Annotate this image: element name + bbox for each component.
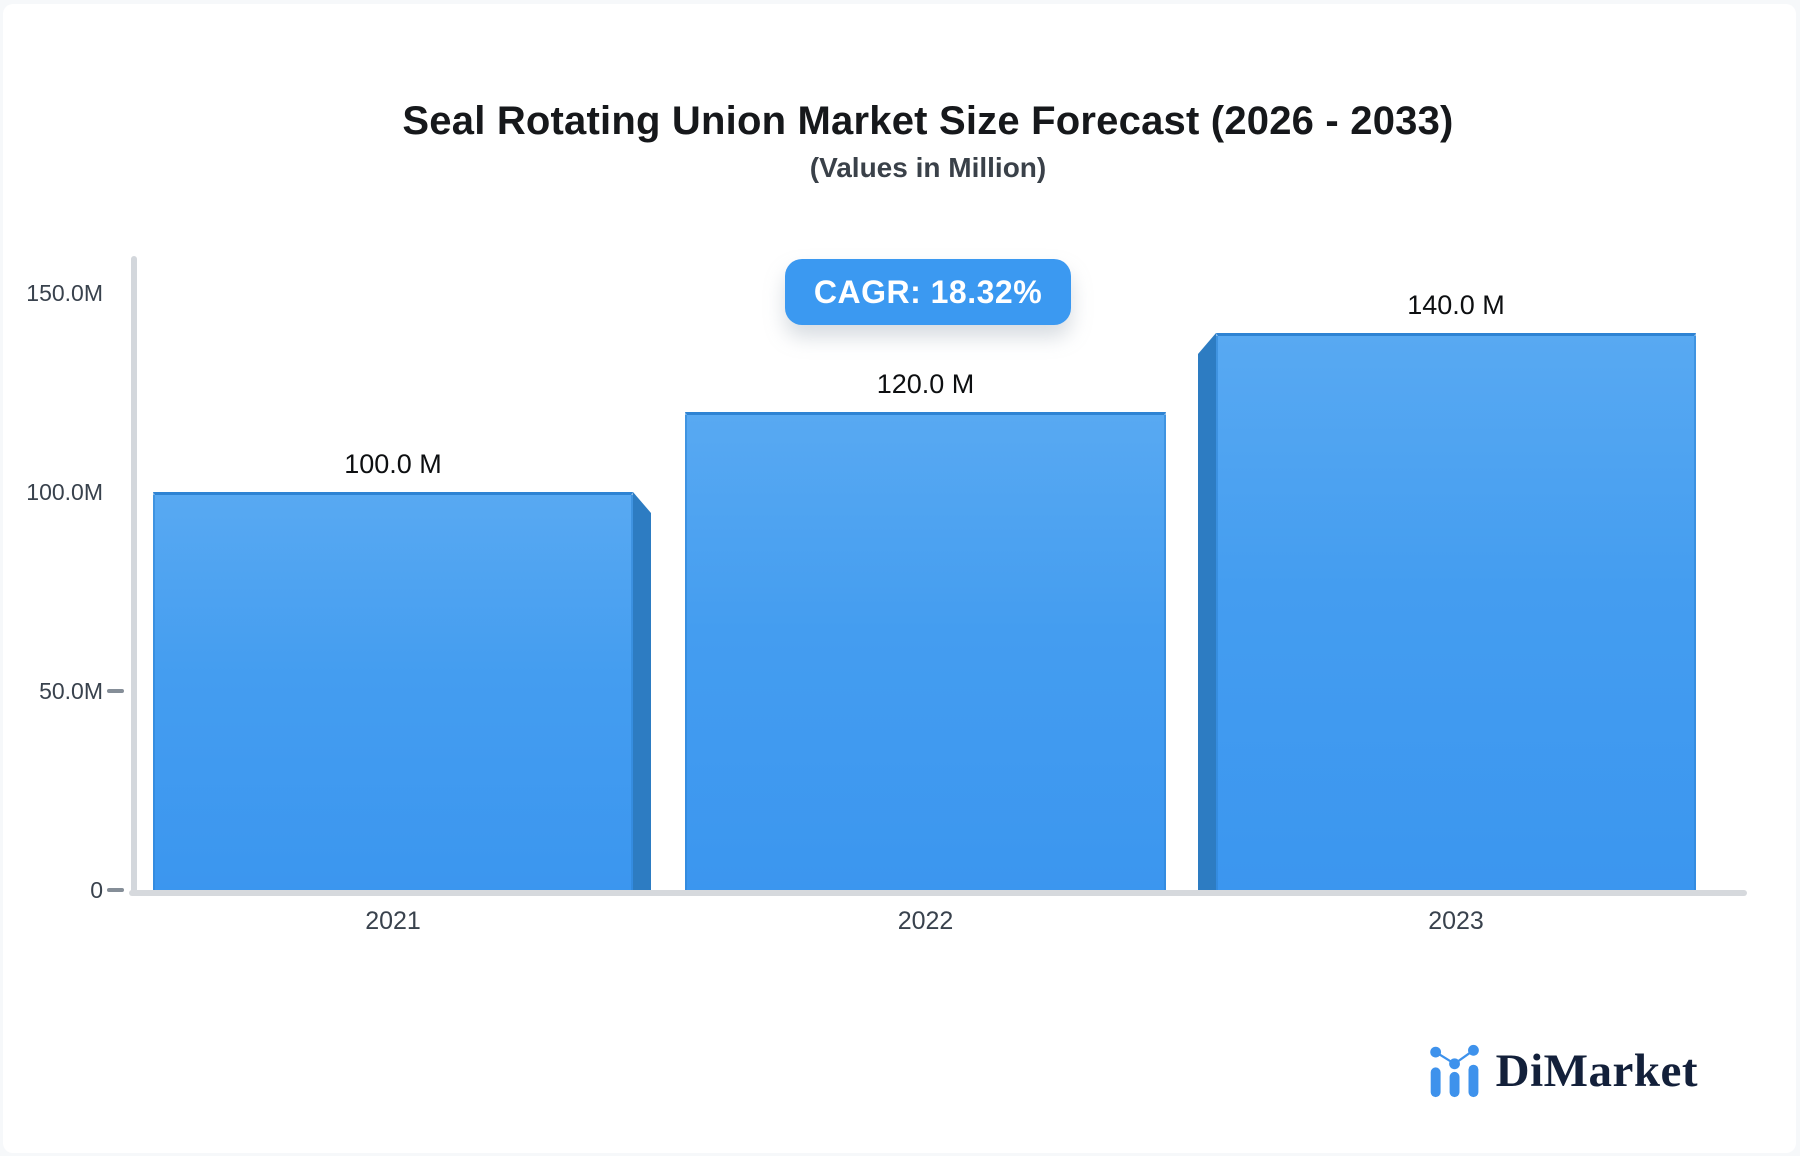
bar-value-label: 120.0 M bbox=[876, 369, 975, 399]
chart-subtitle: (Values in Million) bbox=[809, 152, 1047, 183]
x-tick-label-2022: 2022 bbox=[897, 907, 954, 935]
x-tick-label-2021: 2021 bbox=[365, 907, 421, 935]
y-tick-label-50: 50.0M bbox=[39, 678, 103, 704]
chart-card: Seal Rotating Union Market Size Forecast… bbox=[3, 4, 1796, 1153]
chart-title: Seal Rotating Union Market Size Forecast… bbox=[402, 99, 1454, 143]
y-tick-mark-0 bbox=[107, 888, 124, 892]
bar-group-2021: 100.0 M 2021 bbox=[153, 4, 651, 1153]
y-axis-line bbox=[131, 256, 137, 894]
bar-group-2022: 120.0 M 2022 bbox=[685, 4, 1166, 1153]
brand-logo: DiMarket bbox=[1428, 1042, 1698, 1100]
bar-2021-3d-side bbox=[633, 492, 651, 894]
bar-2021 bbox=[153, 492, 633, 894]
cagr-badge-label: CAGR: 18.32% bbox=[813, 273, 1043, 310]
bar-group-2023: 140.0 M 2023 bbox=[1198, 4, 1696, 1153]
bar-2023-3d-side bbox=[1198, 333, 1216, 894]
brand-name: DiMarket bbox=[1495, 1045, 1698, 1097]
x-tick-label-2023: 2023 bbox=[1428, 907, 1484, 935]
y-tick-mark-50 bbox=[107, 689, 124, 693]
bar-2022 bbox=[685, 412, 1166, 894]
y-tick-label-100: 100.0M bbox=[26, 479, 103, 505]
y-tick-label-150: 150.0M bbox=[26, 280, 103, 306]
plot-area: Seal Rotating Union Market Size Forecast… bbox=[3, 4, 1796, 1153]
y-tick-label-0: 0 bbox=[90, 877, 103, 903]
cagr-badge: CAGR: 18.32% bbox=[785, 259, 1071, 325]
bar-value-label: 140.0 M bbox=[1407, 290, 1505, 320]
bar-2023 bbox=[1216, 333, 1696, 894]
x-axis-baseline bbox=[129, 890, 1747, 896]
bar-chart-logo-icon bbox=[1429, 1044, 1479, 1098]
bar-value-label: 100.0 M bbox=[344, 449, 442, 479]
